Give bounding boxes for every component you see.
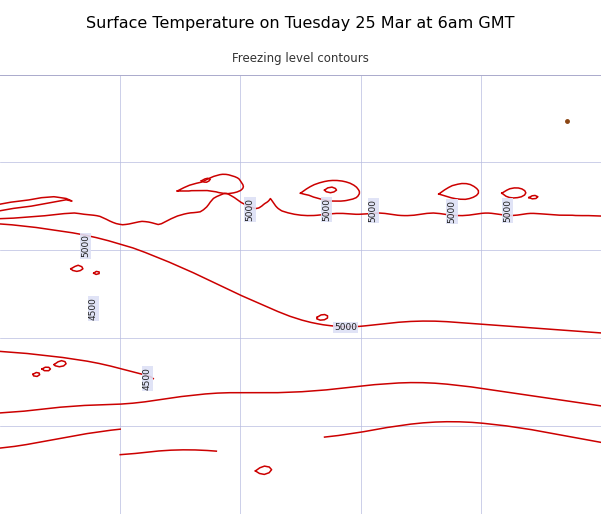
Text: 5000: 5000 <box>504 199 512 222</box>
Text: 5000: 5000 <box>448 200 456 223</box>
Text: 5000: 5000 <box>334 323 357 332</box>
Text: 5000: 5000 <box>322 198 331 221</box>
Text: 4500: 4500 <box>143 367 151 390</box>
Text: Freezing level contours: Freezing level contours <box>232 51 369 65</box>
Text: 4500: 4500 <box>89 297 97 320</box>
Text: 5000: 5000 <box>81 234 90 258</box>
Text: 5000: 5000 <box>369 199 377 222</box>
Text: 5000: 5000 <box>246 198 254 222</box>
Text: Surface Temperature on Tuesday 25 Mar at 6am GMT: Surface Temperature on Tuesday 25 Mar at… <box>87 16 514 31</box>
